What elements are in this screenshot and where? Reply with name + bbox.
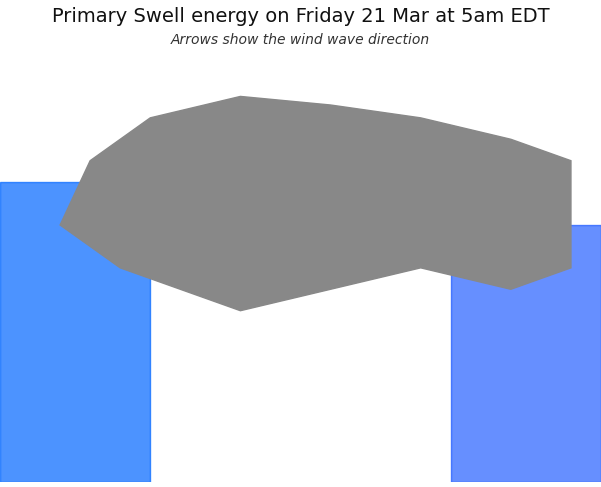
Bar [451,225,601,482]
Polygon shape [60,96,571,311]
Bar [0,182,150,482]
Text: Arrows show the wind wave direction: Arrows show the wind wave direction [171,33,430,47]
Text: Primary Swell energy on Friday 21 Mar at 5am EDT: Primary Swell energy on Friday 21 Mar at… [52,6,549,26]
